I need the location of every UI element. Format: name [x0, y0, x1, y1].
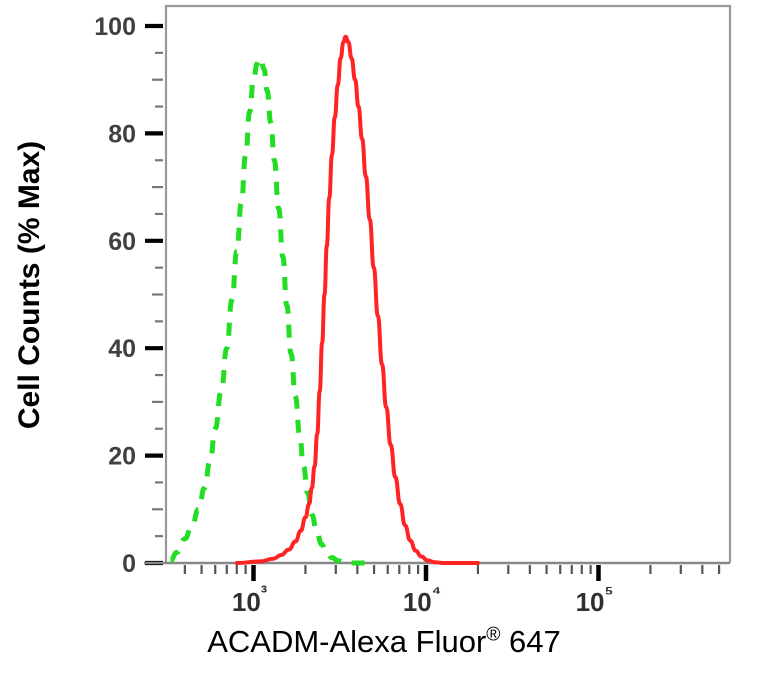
y-axis-tick-label: 100 — [94, 13, 136, 41]
x-axis-ticks — [183, 565, 721, 581]
x-axis-title: ACADM-Alexa Fluor® 647 — [0, 624, 768, 660]
x-axis-tick-labels: 10³ 10⁴ 10⁵ — [232, 583, 614, 617]
y-axis-tick-label: 60 — [108, 228, 136, 256]
y-axis-ticks — [145, 23, 163, 566]
x-axis-title-text: ACADM-Alexa Fluor® 647 — [207, 624, 561, 659]
registered-trademark-symbol: ® — [486, 624, 501, 646]
y-axis-tick-label: 20 — [108, 443, 136, 471]
plot-area: 0 20 40 60 80 100 10³ 10⁴ 10⁵ — [94, 4, 732, 617]
y-axis-tick-label: 0 — [122, 550, 136, 578]
x-axis-tick-label: 10³ — [232, 583, 267, 617]
x-axis-tick-label: 10⁴ — [403, 583, 441, 617]
y-axis-tick-label: 80 — [108, 120, 136, 148]
series-line-isotype-control — [169, 55, 375, 566]
y-axis-tick-label: 40 — [108, 335, 136, 363]
series-line-acadm-stained — [234, 34, 480, 565]
data-series — [169, 34, 480, 566]
plot-border — [164, 4, 732, 563]
x-axis-tick-label: 10⁵ — [576, 583, 614, 617]
y-axis-tick-labels: 0 20 40 60 80 100 — [94, 13, 136, 578]
